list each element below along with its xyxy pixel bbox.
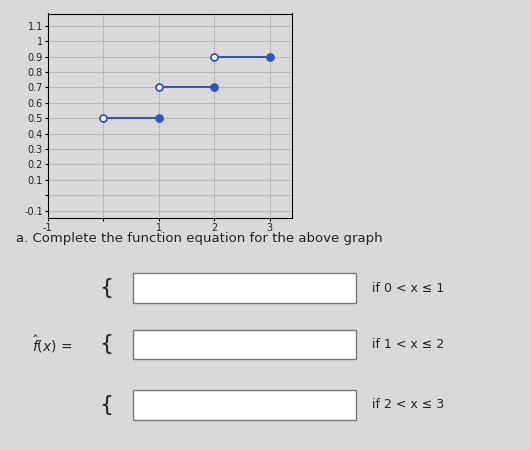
FancyBboxPatch shape [133,390,356,419]
Text: if 1 < x ≤ 2: if 1 < x ≤ 2 [372,338,444,351]
Text: if 0 < x ≤ 1: if 0 < x ≤ 1 [372,282,444,294]
Text: {: { [99,278,113,298]
FancyBboxPatch shape [133,273,356,302]
FancyBboxPatch shape [133,329,356,359]
Text: if 2 < x ≤ 3: if 2 < x ≤ 3 [372,399,444,411]
Text: {: { [99,395,113,415]
Text: a. Complete the function equation for the above graph: a. Complete the function equation for th… [16,232,382,245]
Text: {: { [99,334,113,354]
Text: $\hat{f}(x)$ =: $\hat{f}(x)$ = [32,333,72,355]
